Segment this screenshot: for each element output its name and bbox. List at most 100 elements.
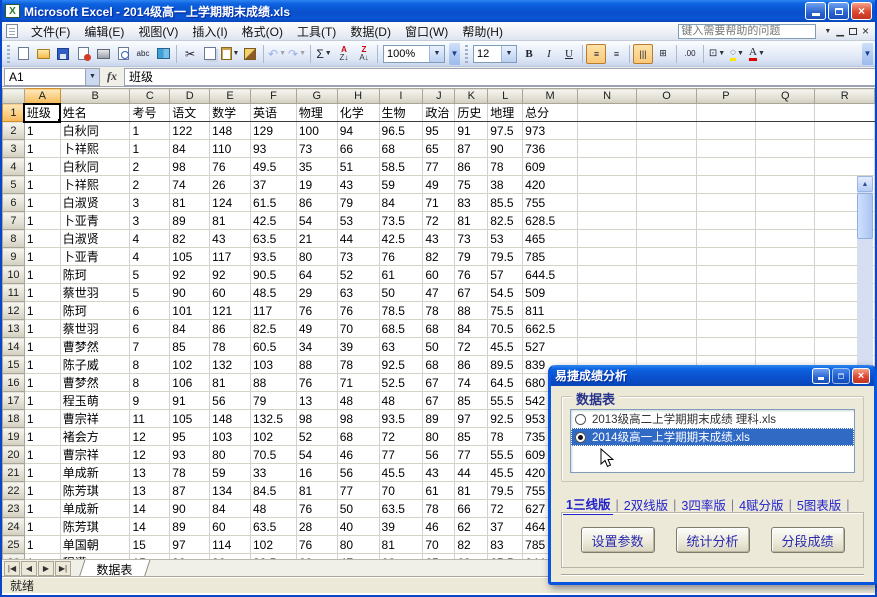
cell[interactable]: 1 <box>23 517 61 536</box>
cell[interactable] <box>695 139 757 158</box>
cell[interactable]: 3 <box>129 193 171 212</box>
cell[interactable]: 736 <box>522 139 578 158</box>
spelling-button[interactable]: abc <box>136 49 150 58</box>
cell[interactable]: 19 <box>295 175 338 194</box>
menu-item[interactable]: 工具(T) <box>296 24 337 39</box>
cell[interactable] <box>636 247 697 266</box>
cell[interactable]: 89 <box>169 517 211 536</box>
cell[interactable] <box>814 157 875 176</box>
fill-color-button[interactable]: ◌ ▼ <box>727 44 747 64</box>
cell[interactable]: 69 <box>454 553 489 559</box>
cell[interactable]: 56 <box>336 463 380 482</box>
last-sheet-icon[interactable]: ▶| <box>55 561 71 576</box>
cell[interactable]: 92 <box>169 265 211 284</box>
cell[interactable]: 73.5 <box>378 211 424 230</box>
cell[interactable] <box>695 103 757 122</box>
cell[interactable]: 42.5 <box>378 229 424 248</box>
undo-button[interactable]: ↶ ▼ <box>268 46 286 61</box>
cell[interactable] <box>695 121 757 140</box>
cell[interactable] <box>695 193 757 212</box>
cell[interactable]: 86 <box>454 157 489 176</box>
cell[interactable]: 16 <box>295 463 338 482</box>
cell[interactable]: 历史 <box>454 103 489 122</box>
cell[interactable]: 1 <box>23 175 61 194</box>
cell[interactable]: 59 <box>209 463 251 482</box>
cell[interactable] <box>814 103 875 122</box>
select-all-corner[interactable] <box>2 88 25 104</box>
cell[interactable]: 49 <box>422 175 456 194</box>
list-item[interactable]: 2014级高一上学期期末成绩.xls <box>571 428 854 446</box>
cell[interactable]: 628.5 <box>522 211 578 230</box>
cell[interactable]: 40 <box>336 517 380 536</box>
cell[interactable]: 60 <box>209 517 251 536</box>
menu-item[interactable]: 编辑(E) <box>84 24 125 39</box>
cell[interactable]: 86 <box>454 355 489 374</box>
column-header[interactable]: N <box>576 88 638 104</box>
cell[interactable]: 72 <box>454 337 489 356</box>
cell[interactable] <box>695 337 757 356</box>
workbook-minimize-icon[interactable]: ▁ <box>836 25 844 37</box>
cell[interactable]: 77 <box>454 445 489 464</box>
cell[interactable]: 67 <box>454 283 489 302</box>
cell[interactable]: 55.5 <box>487 391 524 410</box>
zoom-dropdown-icon[interactable]: ▼ <box>429 45 444 62</box>
cell[interactable]: 102 <box>250 535 297 554</box>
cell[interactable]: 陈子威 <box>59 355 131 374</box>
cell[interactable]: 1 <box>23 535 61 554</box>
cell[interactable]: 63 <box>378 337 424 356</box>
column-header[interactable]: P <box>695 88 757 104</box>
cell[interactable]: 1 <box>23 391 61 410</box>
cell[interactable] <box>755 229 816 248</box>
cell[interactable]: 420 <box>522 175 578 194</box>
column-header[interactable]: B <box>59 88 131 104</box>
cell[interactable]: 单成新 <box>59 463 131 482</box>
cell[interactable]: 60.5 <box>250 337 297 356</box>
cell[interactable]: 单国朝 <box>59 535 131 554</box>
font-size-combo[interactable]: 12 ▼ <box>473 44 517 63</box>
cell[interactable]: 71 <box>336 373 380 392</box>
cell[interactable]: 50 <box>336 499 380 518</box>
cell[interactable] <box>755 319 816 338</box>
cell[interactable]: 80 <box>336 535 380 554</box>
cell[interactable]: 53 <box>336 211 380 230</box>
cell[interactable]: 973 <box>522 121 578 140</box>
cell[interactable]: 2 <box>129 157 171 176</box>
cell[interactable]: 白秋同 <box>59 121 131 140</box>
cell[interactable]: 98 <box>169 157 211 176</box>
font-color-button[interactable]: A ▼ <box>747 44 767 64</box>
cell[interactable]: 76 <box>295 499 338 518</box>
cell[interactable]: 92.5 <box>487 409 524 428</box>
cell[interactable]: 101 <box>169 301 211 320</box>
sort-ascending-button[interactable]: A Z↓ <box>339 44 349 62</box>
cell[interactable]: 84 <box>169 319 211 338</box>
cell[interactable]: 程玉萌 <box>59 391 131 410</box>
cell[interactable]: 56 <box>422 445 456 464</box>
cell[interactable]: 1 <box>129 121 171 140</box>
cell[interactable] <box>576 211 638 230</box>
cell[interactable]: 76 <box>378 247 424 266</box>
row-header[interactable]: 3 <box>2 139 25 158</box>
cell[interactable]: 政治 <box>422 103 456 122</box>
cell[interactable]: 总分 <box>522 103 578 122</box>
cell[interactable]: 76 <box>454 265 489 284</box>
cell[interactable]: 65 <box>422 553 456 559</box>
format-painter-button[interactable] <box>240 44 260 64</box>
column-header[interactable]: C <box>129 88 171 104</box>
menu-item[interactable]: 窗口(W) <box>404 24 449 39</box>
cell[interactable] <box>576 103 638 122</box>
research-button[interactable] <box>153 44 173 64</box>
cell[interactable]: 90 <box>487 139 524 158</box>
permission-button[interactable] <box>73 44 93 64</box>
column-header[interactable]: L <box>487 88 524 104</box>
cell[interactable] <box>695 301 757 320</box>
cell[interactable]: 物理 <box>295 103 338 122</box>
cell[interactable]: 4 <box>129 229 171 248</box>
print-button[interactable] <box>93 44 113 64</box>
cell[interactable]: 68 <box>378 139 424 158</box>
font-size-dropdown-icon[interactable]: ▼ <box>501 45 516 62</box>
data-table-listbox[interactable]: 2013级高二上学期期末成绩 理科.xls 2014级高一上学期期末成绩.xls <box>570 409 855 473</box>
cell[interactable]: 78 <box>422 499 456 518</box>
cell[interactable]: 90.5 <box>250 265 297 284</box>
cell[interactable]: 52 <box>295 427 338 446</box>
column-header[interactable]: H <box>336 88 380 104</box>
